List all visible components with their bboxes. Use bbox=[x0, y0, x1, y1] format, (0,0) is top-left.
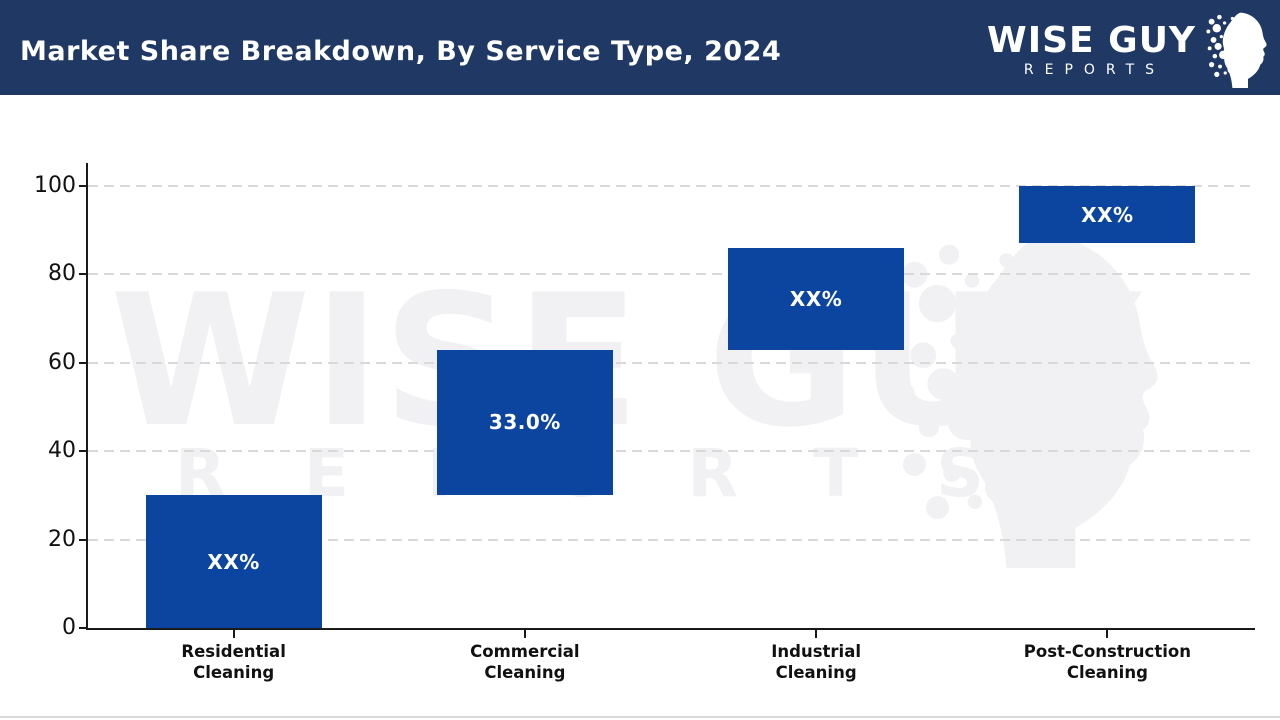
x-category-line: Post-Construction bbox=[1023, 642, 1191, 661]
x-category-label: Industrial Cleaning bbox=[696, 641, 936, 683]
logo-wordmark: WISE GUY bbox=[986, 20, 1196, 61]
logo-text: WISE GUY REPORTS bbox=[986, 20, 1196, 79]
x-category-label: Residential Cleaning bbox=[114, 641, 354, 683]
y-tick-label: 60 bbox=[48, 349, 76, 375]
x-tick-mark bbox=[232, 630, 235, 638]
y-tick-label: 20 bbox=[48, 526, 76, 552]
page-title: Market Share Breakdown, By Service Type,… bbox=[20, 36, 782, 67]
y-axis-line bbox=[86, 163, 88, 630]
x-category-line: Commercial bbox=[470, 642, 580, 661]
y-tick-mark bbox=[79, 538, 88, 541]
wiseguy-logo: WISE GUY REPORTS bbox=[987, 6, 1268, 90]
x-category-line: Cleaning bbox=[1066, 663, 1148, 682]
y-tick-mark bbox=[79, 185, 88, 187]
bottom-border bbox=[0, 716, 1280, 718]
wiseguy-head-icon bbox=[1202, 10, 1268, 88]
axis-layer bbox=[0, 95, 1280, 715]
x-category-label: Commercial Cleaning bbox=[405, 641, 645, 683]
bar-2: XX% bbox=[728, 247, 905, 350]
x-category-line: Industrial bbox=[771, 642, 861, 661]
gridline bbox=[88, 538, 1253, 541]
x-tick-mark bbox=[523, 630, 526, 638]
y-tick-mark bbox=[79, 273, 88, 276]
y-tick-mark bbox=[79, 361, 88, 364]
grid-layer bbox=[0, 95, 1280, 715]
y-tick-label: 80 bbox=[48, 261, 76, 287]
x-category-line: Cleaning bbox=[484, 663, 566, 682]
gridline bbox=[88, 185, 1253, 187]
bar-value-label: XX% bbox=[1081, 202, 1134, 227]
logo-subtitle: REPORTS bbox=[1023, 62, 1166, 78]
bar-0: XX% bbox=[145, 495, 322, 628]
bar-value-label: XX% bbox=[789, 286, 843, 311]
gridline bbox=[88, 273, 1253, 276]
bar-value-label: XX% bbox=[207, 549, 260, 574]
bars-layer: XX% 33.0% XX% XX% bbox=[0, 95, 1280, 715]
x-category-line: Cleaning bbox=[775, 663, 857, 682]
gridline bbox=[88, 450, 1253, 453]
x-tick-mark bbox=[815, 630, 818, 638]
x-category-label: Post-Construction Cleaning bbox=[987, 641, 1227, 683]
y-tick-label: 40 bbox=[48, 438, 76, 464]
waterfall-chart: WISE GUY REPORTS XX% 33.0% XX% XX% 0 20 40 60 8… bbox=[0, 95, 1280, 715]
y-tick-mark bbox=[79, 627, 88, 629]
x-tick-mark bbox=[1106, 630, 1109, 638]
bar-value-label: 33.0% bbox=[488, 410, 561, 435]
y-tick-label: 100 bbox=[34, 173, 76, 198]
bar-3: XX% bbox=[1019, 186, 1196, 244]
header: Market Share Breakdown, By Service Type,… bbox=[0, 0, 1280, 95]
x-category-line: Cleaning bbox=[193, 663, 275, 682]
bar-1: 33.0% bbox=[436, 349, 613, 496]
gridline bbox=[88, 361, 1253, 364]
labels-layer: 0 20 40 60 80 100 Residential Cleaning Commercia… bbox=[0, 95, 1280, 715]
y-tick-label: 0 bbox=[62, 615, 76, 640]
y-tick-mark bbox=[79, 450, 88, 453]
x-category-line: Residential bbox=[181, 642, 286, 661]
x-axis-line bbox=[86, 628, 1255, 630]
